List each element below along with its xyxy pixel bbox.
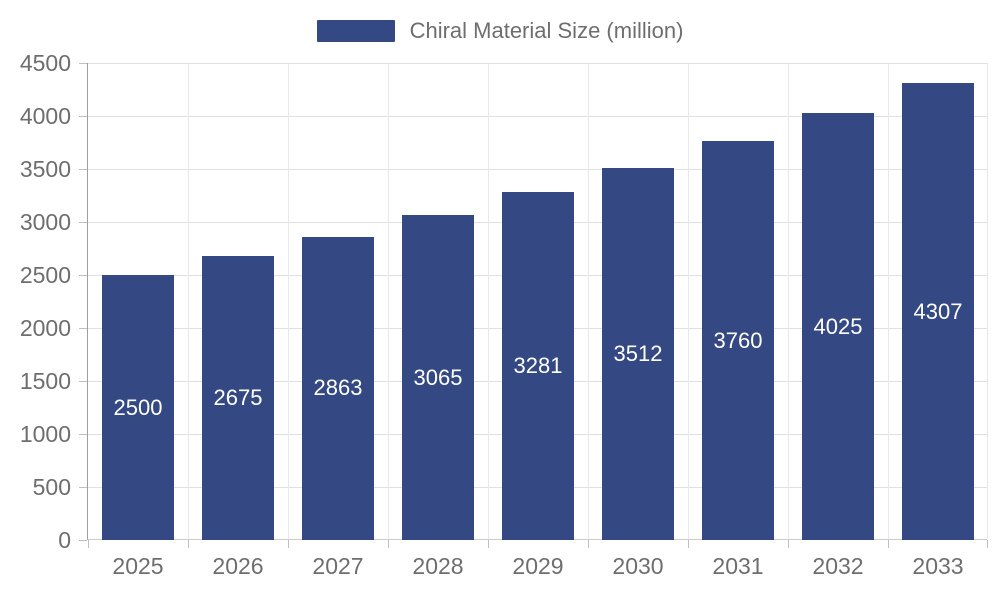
gridline-vertical: [188, 63, 189, 539]
bar-value-label: 4307: [913, 298, 963, 324]
x-axis-tick: [488, 540, 489, 548]
y-axis-tick: [79, 380, 87, 382]
y-axis-tick: [79, 62, 87, 64]
bar[interactable]: 2863: [302, 236, 374, 540]
y-axis-tick-label: 3500: [19, 156, 71, 182]
bar-value-label: 3760: [713, 327, 763, 353]
gridline-vertical: [288, 63, 289, 539]
bar-value-label: 4025: [813, 313, 863, 339]
bar-value-label: 2675: [213, 385, 263, 411]
x-axis-tick: [987, 540, 988, 548]
x-axis-tick-label: 2026: [212, 553, 264, 579]
gridline-vertical: [688, 63, 689, 539]
bar[interactable]: 4307: [902, 83, 974, 540]
bar-value-label: 2863: [313, 375, 363, 401]
bar[interactable]: 2500: [102, 275, 174, 540]
y-axis-tick: [79, 433, 87, 435]
x-axis-tick-label: 2027: [312, 553, 364, 579]
y-axis-tick: [79, 115, 87, 117]
y-axis-tick: [79, 274, 87, 276]
x-axis-tick-label: 2031: [712, 553, 764, 579]
y-axis-tick: [79, 486, 87, 488]
bar[interactable]: 2675: [202, 256, 274, 540]
x-axis-tick: [588, 540, 589, 548]
y-axis-tick-label: 1000: [19, 421, 71, 447]
x-axis-tick-label: 2028: [412, 553, 464, 579]
y-axis-tick-label: 2000: [19, 315, 71, 341]
x-axis-tick-label: 2032: [812, 553, 864, 579]
x-axis-tick-label: 2033: [912, 553, 964, 579]
x-axis-tick: [888, 540, 889, 548]
legend-swatch-icon: [316, 20, 395, 42]
bar[interactable]: 3760: [702, 141, 774, 540]
bar-value-label: 3512: [613, 340, 663, 366]
y-axis-tick-label: 0: [58, 527, 71, 553]
y-axis-tick-label: 2500: [19, 262, 71, 288]
bar[interactable]: 4025: [802, 113, 874, 540]
bar[interactable]: 3281: [502, 192, 574, 540]
gridline-horizontal: [88, 62, 987, 64]
gridline-vertical: [888, 63, 889, 539]
y-axis-tick: [79, 168, 87, 170]
bar-value-label: 2500: [113, 394, 163, 420]
bar-value-label: 3065: [413, 364, 463, 390]
gridline-vertical: [987, 63, 988, 539]
gridline-vertical: [788, 63, 789, 539]
bar-value-label: 3281: [513, 353, 563, 379]
bar[interactable]: 3512: [602, 167, 674, 540]
x-axis-tick-label: 2029: [512, 553, 564, 579]
legend-label: Chiral Material Size (million): [409, 18, 684, 43]
x-axis-tick: [288, 540, 289, 548]
x-axis-tick: [188, 540, 189, 548]
y-axis-tick-label: 1500: [19, 368, 71, 394]
x-axis-tick-label: 2025: [112, 553, 164, 579]
legend[interactable]: Chiral Material Size (million): [0, 18, 1000, 44]
gridline-vertical: [588, 63, 589, 539]
gridline-horizontal: [88, 115, 987, 117]
plot-area: 0 500 1000 1500 2000 2500 3000 3500 4000 4500 2500…: [20, 50, 988, 579]
y-axis-tick-label: 3000: [19, 209, 71, 235]
y-axis-tick-label: 4500: [19, 50, 71, 76]
y-axis-tick: [79, 539, 87, 541]
y-axis-tick-label: 500: [32, 474, 71, 500]
bar[interactable]: 3065: [402, 215, 474, 540]
x-axis-tick-label: 2030: [612, 553, 664, 579]
gridline-horizontal: [88, 168, 987, 170]
x-axis-tick: [88, 540, 89, 548]
y-axis-tick-label: 4000: [19, 103, 71, 129]
x-axis-tick: [788, 540, 789, 548]
y-axis-tick: [79, 327, 87, 329]
x-axis-tick: [688, 540, 689, 548]
x-axis-tick: [388, 540, 389, 548]
y-axis-tick: [79, 221, 87, 223]
gridline-vertical: [488, 63, 489, 539]
gridline-vertical: [388, 63, 389, 539]
